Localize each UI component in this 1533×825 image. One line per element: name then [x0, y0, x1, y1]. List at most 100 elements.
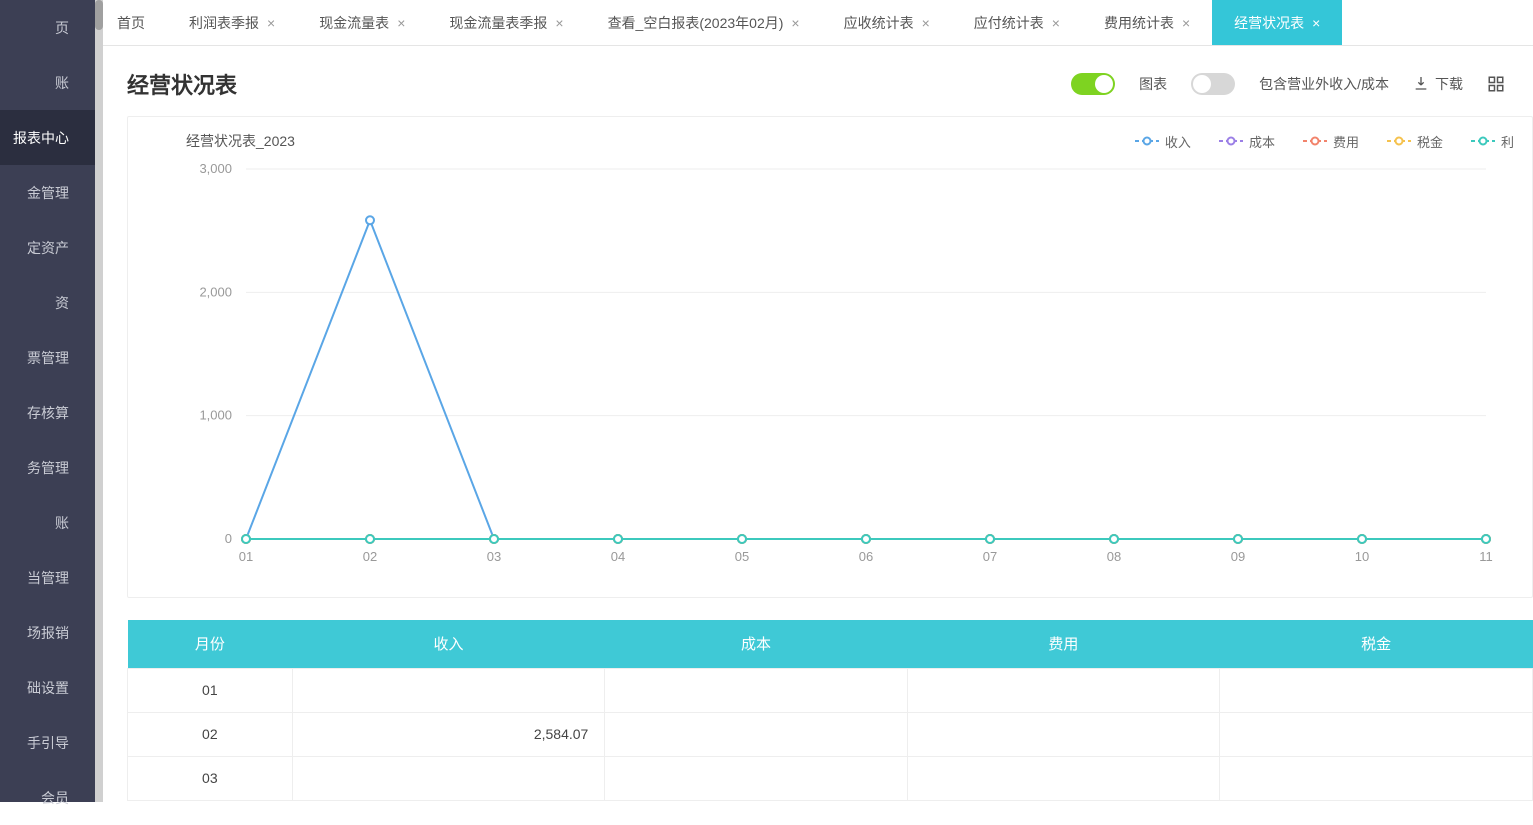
svg-text:3,000: 3,000 — [199, 161, 232, 176]
sidebar-item[interactable]: 账 — [0, 495, 95, 550]
data-table-wrap: 月份收入成本费用税金 01022,584.0703 — [127, 620, 1533, 801]
table-cell — [907, 756, 1220, 800]
svg-text:02: 02 — [363, 549, 377, 564]
sidebar-item-label: 报表中心 — [13, 128, 69, 148]
sidebar-item-label: 资 — [55, 293, 69, 313]
sidebar-item[interactable]: 账 — [0, 55, 95, 110]
sidebar-item[interactable]: 场报销 — [0, 605, 95, 660]
sidebar-item[interactable]: 础设置 — [0, 660, 95, 715]
table-header-cell: 税金 — [1220, 620, 1533, 668]
chart-title: 经营状况表_2023 — [186, 131, 295, 151]
sidebar-item[interactable]: 页 — [0, 0, 95, 55]
tab-label: 首页 — [117, 13, 145, 33]
sidebar-item[interactable]: 当管理 — [0, 550, 95, 605]
sidebar-item[interactable]: 报表中心 — [0, 110, 95, 165]
svg-text:08: 08 — [1107, 549, 1121, 564]
close-icon[interactable]: × — [267, 15, 275, 31]
sidebar-scrollbar[interactable] — [95, 0, 103, 802]
sidebar-scrollbar-thumb[interactable] — [95, 0, 103, 30]
table-cell: 03 — [128, 756, 293, 800]
svg-text:0: 0 — [225, 531, 232, 546]
settings-icon[interactable] — [1487, 75, 1505, 93]
legend-item[interactable]: 费用 — [1303, 132, 1359, 151]
close-icon[interactable]: × — [397, 15, 405, 31]
tab[interactable]: 现金流量表季报 × — [427, 0, 585, 45]
sidebar-item[interactable]: 定资产 — [0, 220, 95, 275]
sidebar-item-label: 票管理 — [27, 348, 69, 368]
sidebar-item-label: 账 — [55, 73, 69, 93]
legend-label: 成本 — [1249, 132, 1275, 151]
legend-label: 费用 — [1333, 132, 1359, 151]
svg-text:11: 11 — [1479, 549, 1493, 564]
include-extra-toggle[interactable] — [1191, 73, 1235, 95]
sidebar-item[interactable]: 存核算 — [0, 385, 95, 440]
tab[interactable]: 应付统计表× — [952, 0, 1082, 45]
sidebar-item[interactable]: 手引导 — [0, 715, 95, 770]
tab-label: 经营状况表 — [1234, 13, 1304, 33]
table-cell — [605, 668, 907, 712]
table-header-row: 月份收入成本费用税金 — [128, 620, 1533, 668]
tab[interactable]: 查看_空白报表(2023年02月)× — [586, 0, 822, 45]
table-cell: 2,584.07 — [292, 712, 605, 756]
svg-text:07: 07 — [983, 549, 997, 564]
table-cell: 02 — [128, 712, 293, 756]
sidebar-item-label: 务管理 — [27, 458, 69, 478]
sidebar-item[interactable]: 会员 — [0, 770, 95, 825]
close-icon[interactable]: × — [1052, 15, 1060, 31]
tab[interactable]: 经营状况表 × — [1212, 0, 1342, 45]
table-header-cell: 成本 — [605, 620, 907, 668]
sidebar-item[interactable]: 票管理 — [0, 330, 95, 385]
sidebar-item-label: 当管理 — [27, 568, 69, 588]
svg-text:09: 09 — [1231, 549, 1245, 564]
table-cell — [605, 756, 907, 800]
table-row: 022,584.07 — [128, 712, 1533, 756]
table-cell — [907, 712, 1220, 756]
legend-item[interactable]: 收入 — [1135, 132, 1191, 151]
sidebar-item-label: 金管理 — [27, 183, 69, 203]
svg-text:10: 10 — [1355, 549, 1369, 564]
table-header-cell: 费用 — [907, 620, 1220, 668]
download-button[interactable]: 下载 — [1413, 74, 1463, 94]
sidebar-item[interactable]: 金管理 — [0, 165, 95, 220]
legend-label: 收入 — [1165, 132, 1191, 151]
table-cell — [1220, 756, 1533, 800]
tab[interactable]: 现金流量表 × — [297, 0, 427, 45]
sidebar-item-label: 页 — [55, 18, 69, 38]
page-title: 经营状况表 — [127, 68, 237, 100]
legend-item[interactable]: 成本 — [1219, 132, 1275, 151]
table-cell — [1220, 712, 1533, 756]
table-cell — [292, 756, 605, 800]
table-cell — [605, 712, 907, 756]
data-table: 月份收入成本费用税金 01022,584.0703 — [127, 620, 1533, 801]
sidebar-item[interactable]: 资 — [0, 275, 95, 330]
table-cell — [292, 668, 605, 712]
chart-toggle-label: 图表 — [1139, 74, 1167, 94]
tab[interactable]: 费用统计表× — [1082, 0, 1212, 45]
svg-text:03: 03 — [487, 549, 501, 564]
include-extra-toggle-label: 包含营业外收入/成本 — [1259, 74, 1389, 94]
close-icon[interactable]: × — [791, 15, 799, 31]
close-icon[interactable]: × — [1312, 15, 1320, 31]
legend-item[interactable]: 利 — [1471, 132, 1514, 151]
svg-text:01: 01 — [239, 549, 253, 564]
close-icon[interactable]: × — [555, 15, 563, 31]
chart-legend: 收入 成本 费用 税金 利 — [1135, 132, 1514, 151]
tab-label: 现金流量表 — [319, 13, 389, 33]
tab-label: 现金流量表季报 — [449, 13, 547, 33]
svg-text:04: 04 — [611, 549, 625, 564]
table-row: 03 — [128, 756, 1533, 800]
chart-toggle[interactable] — [1071, 73, 1115, 95]
sidebar-item-label: 场报销 — [27, 623, 69, 643]
sidebar: 页账报表中心金管理定资产资票管理存核算务管理账当管理场报销础设置手引导会员 — [0, 0, 95, 802]
table-header-cell: 收入 — [292, 620, 605, 668]
tab[interactable]: 首页 — [95, 0, 167, 45]
sidebar-item-label: 存核算 — [27, 403, 69, 423]
tab-label: 利润表季报 — [189, 13, 259, 33]
legend-item[interactable]: 税金 — [1387, 132, 1443, 151]
sidebar-item[interactable]: 务管理 — [0, 440, 95, 495]
close-icon[interactable]: × — [1182, 15, 1190, 31]
close-icon[interactable]: × — [922, 15, 930, 31]
tab[interactable]: 利润表季报 × — [167, 0, 297, 45]
sidebar-item-label: 会员 — [41, 788, 69, 808]
tab[interactable]: 应收统计表× — [822, 0, 952, 45]
